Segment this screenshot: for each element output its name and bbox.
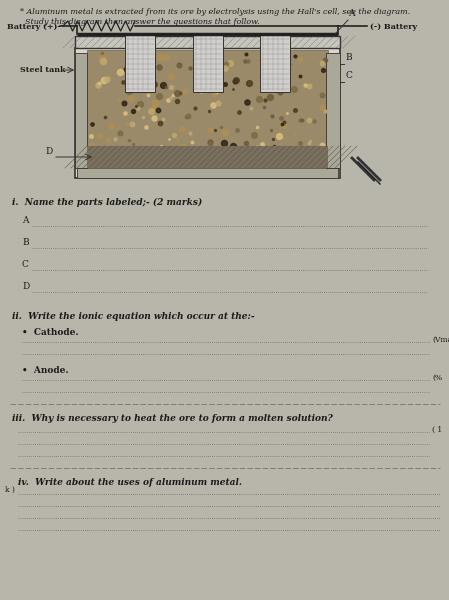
Text: D: D [45, 147, 52, 156]
Text: C: C [345, 71, 352, 80]
Text: iii.  Why is necessary to heat the ore to form a molten solution?: iii. Why is necessary to heat the ore to… [12, 414, 333, 423]
Text: (Vma: (Vma [432, 336, 449, 344]
Bar [75, 48, 340, 178]
Text: A: A [348, 9, 355, 18]
Bar [326, 53, 340, 168]
Bar [193, 34, 223, 92]
Text: B: B [22, 238, 29, 247]
Text: i.  Name the parts labeled;- (2 marks): i. Name the parts labeled;- (2 marks) [12, 198, 202, 207]
Text: C: C [22, 260, 29, 269]
Bar [125, 34, 155, 92]
Text: ii.  Write the ionic equation which occur at the:-: ii. Write the ionic equation which occur… [12, 312, 255, 321]
Text: •  Anode.: • Anode. [22, 366, 69, 375]
Bar [77, 168, 338, 178]
Text: D: D [22, 282, 29, 291]
Text: •  Cathode.: • Cathode. [22, 328, 79, 337]
Bar [260, 34, 290, 92]
Text: Study this diagram then answer the questions that follow.: Study this diagram then answer the quest… [20, 18, 260, 26]
Text: (%: (% [432, 374, 442, 382]
Text: Steel tank: Steel tank [20, 66, 66, 74]
Bar [75, 36, 340, 48]
Text: k ): k ) [5, 486, 15, 494]
Text: A: A [22, 216, 28, 225]
Bar [87, 50, 328, 168]
Text: B: B [345, 53, 352, 62]
Text: (-) Battery: (-) Battery [370, 23, 417, 31]
Text: * Aluminum metal is extracted from its ore by electrolysis using the Hall's cell: * Aluminum metal is extracted from its o… [20, 8, 410, 16]
Text: ( 1: ( 1 [432, 426, 442, 434]
Bar [75, 53, 87, 168]
Text: Battery (+)-: Battery (+)- [7, 23, 61, 31]
Bar [87, 146, 328, 168]
Text: iv.  Write about the uses of aluminum metal.: iv. Write about the uses of aluminum met… [18, 478, 242, 487]
